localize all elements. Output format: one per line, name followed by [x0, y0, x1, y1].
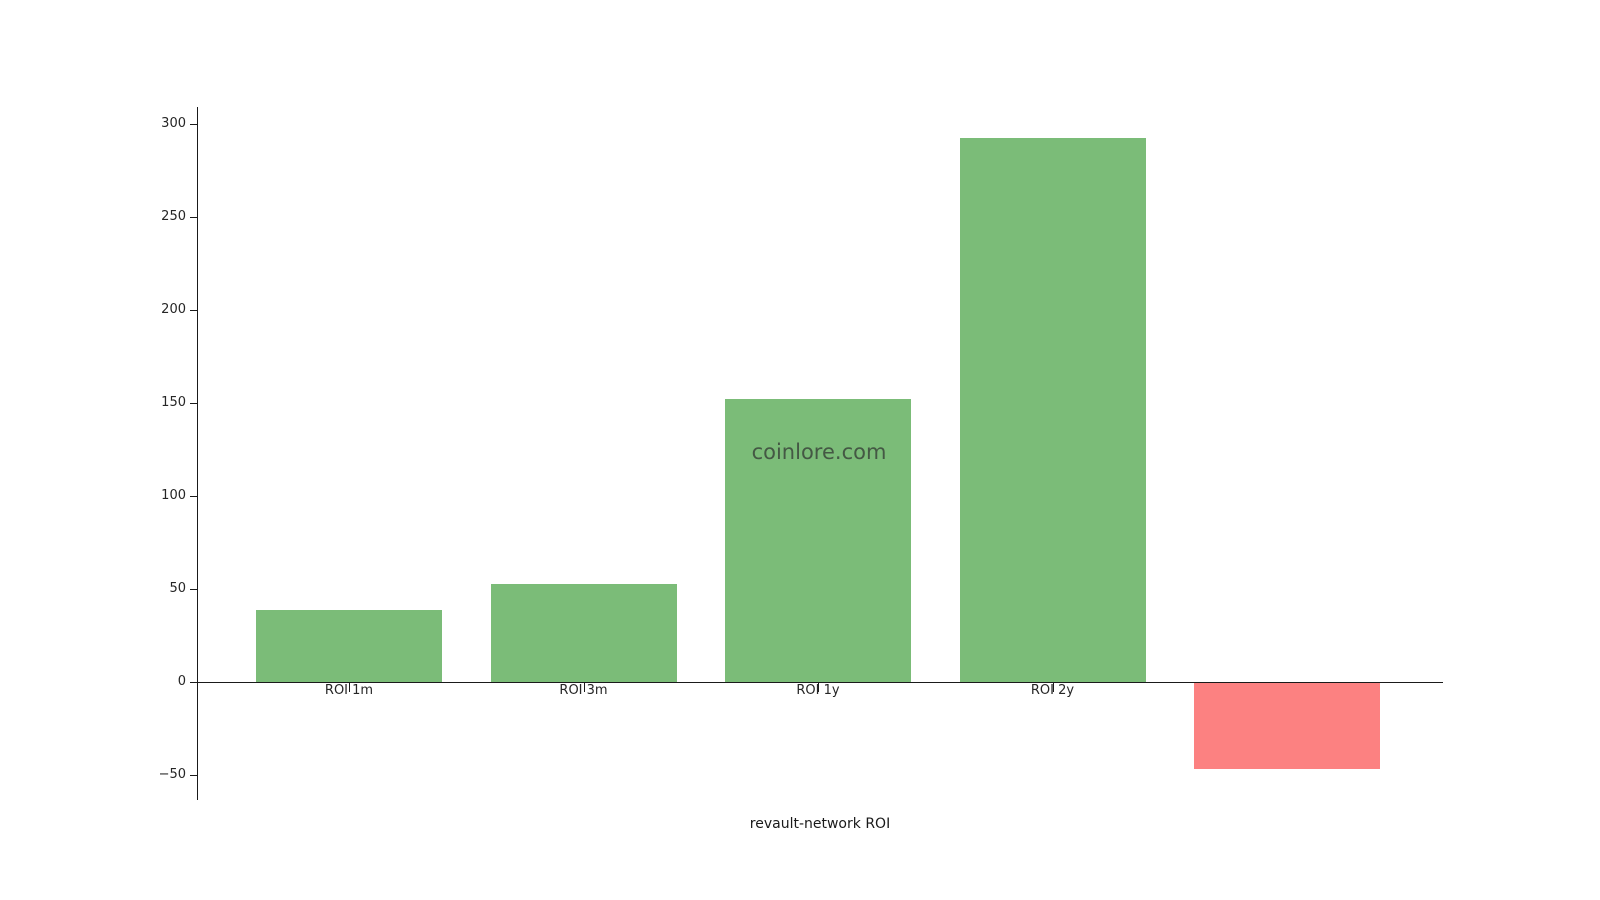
y-tick-mark	[190, 402, 197, 404]
x-tick-label: ROI 1m	[324, 683, 374, 698]
y-tick-label: 200	[161, 301, 186, 317]
watermark-text: coinlore.com	[751, 440, 887, 464]
y-tick-label: 100	[161, 487, 186, 503]
x-tick-mark	[583, 682, 585, 692]
y-tick-mark	[190, 588, 197, 590]
y-tick-label: −50	[158, 767, 186, 783]
bar-roi-1y	[725, 399, 911, 682]
y-tick-mark	[190, 775, 197, 777]
x-tick-label: ROI 1y	[796, 683, 840, 698]
x-tick-mark	[349, 682, 350, 692]
chart-title: revault-network ROI	[749, 816, 891, 832]
x-axis-zero-line	[197, 682, 1443, 683]
x-tick-mark	[818, 682, 819, 692]
x-tick-label: ROI 2y	[1030, 683, 1075, 698]
bar-unlabeled-4	[1194, 683, 1380, 769]
y-tick-mark	[190, 682, 197, 683]
y-tick-mark	[190, 309, 197, 311]
y-tick-label: 300	[161, 115, 186, 131]
y-tick-label: 250	[161, 208, 186, 224]
y-tick-mark	[190, 495, 197, 497]
y-axis-line	[197, 107, 198, 800]
y-tick-label: 0	[177, 674, 186, 689]
y-tick-mark	[190, 216, 197, 218]
bar-roi-1m	[256, 609, 442, 682]
x-tick-mark	[1052, 682, 1054, 692]
y-tick-label: 150	[161, 394, 186, 410]
y-tick-label: 50	[169, 580, 186, 596]
bar-roi-3m	[490, 583, 677, 682]
x-tick-label: ROI 3m	[559, 683, 608, 698]
bar-roi-2y	[959, 137, 1146, 682]
y-tick-mark	[190, 123, 197, 125]
